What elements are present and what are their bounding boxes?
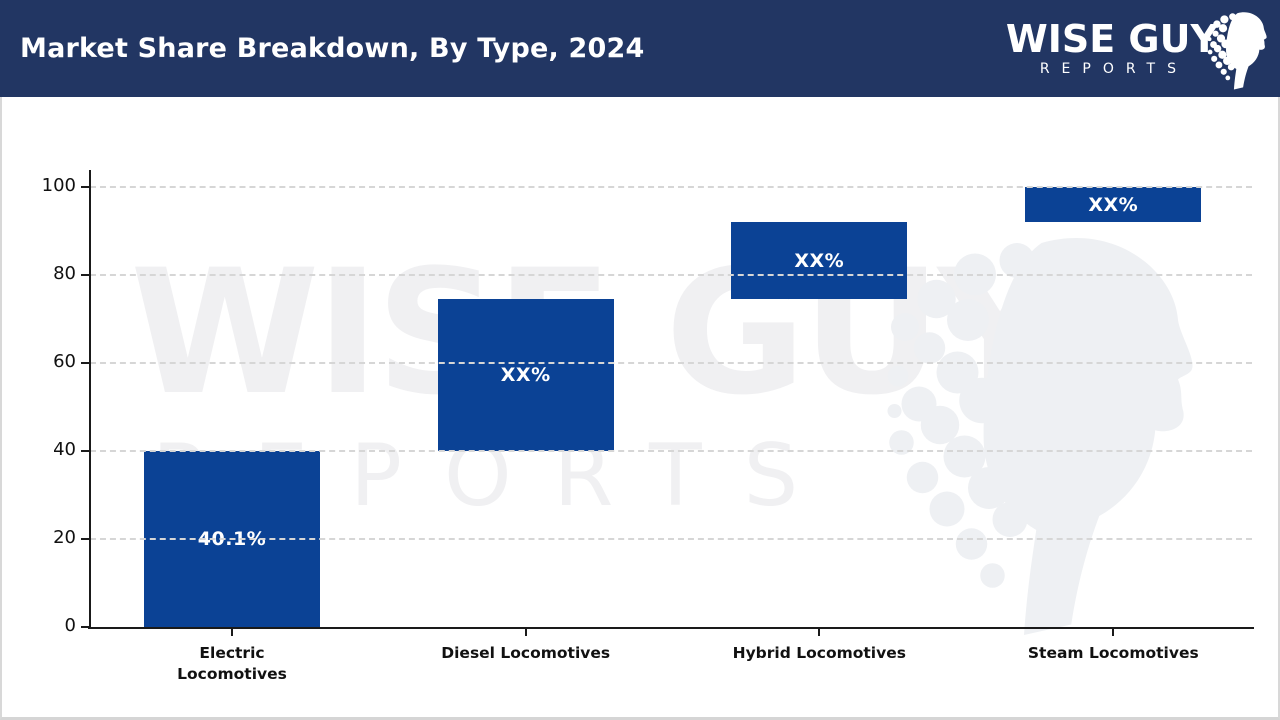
bar-value-label: XX% <box>500 363 551 386</box>
y-tick-label: 40 <box>53 439 76 460</box>
y-tick-label: 60 <box>53 351 76 372</box>
chart-canvas: WISE GUY REPORTS 0 20 40 60 80 100 40.1% Electr… <box>2 97 1278 717</box>
x-tick-mark <box>1112 629 1115 636</box>
x-tick-label: Electric Locomotives <box>177 644 287 683</box>
logo-wordmark: WISE GUY REPORTS <box>1006 20 1218 77</box>
y-tick-mark <box>81 362 89 364</box>
logo-wordmark-main: WISE GUY <box>1005 17 1218 61</box>
gridline <box>90 538 1252 540</box>
bar: XX% <box>1025 187 1202 223</box>
x-tick-mark <box>231 629 233 636</box>
watermark-head-icon <box>887 238 1193 635</box>
bar: XX% <box>437 299 614 451</box>
x-tick-mark <box>818 629 821 636</box>
gridline <box>90 186 1252 188</box>
x-tick-label: Steam Locomotives <box>1027 644 1199 662</box>
y-tick-mark <box>81 538 89 540</box>
gridline <box>90 362 1252 364</box>
x-axis-line <box>88 627 1254 629</box>
gridline <box>90 450 1252 452</box>
y-axis-line <box>89 170 91 629</box>
bar-value-label: XX% <box>794 249 845 272</box>
y-tick-mark <box>81 450 89 452</box>
y-tick-mark <box>81 274 89 276</box>
wise-guy-logo: WISE GUY REPORTS <box>1006 7 1272 91</box>
logo-head-icon <box>1207 11 1267 89</box>
y-tick-mark <box>81 626 89 628</box>
y-tick-label: 100 <box>41 175 76 196</box>
x-tick-label: Diesel Locomotives <box>441 644 611 662</box>
x-tick-mark <box>524 629 527 636</box>
gridline <box>90 274 1252 276</box>
chart-title: Market Share Breakdown, By Type, 2024 <box>20 33 645 64</box>
y-tick-mark <box>81 186 89 188</box>
y-tick-label: 0 <box>64 615 76 636</box>
waterfall-chart: 0 20 40 60 80 100 40.1% Electric Locomotives XX%… <box>2 97 1278 717</box>
bar: XX% <box>731 222 908 300</box>
x-tick-label: Hybrid Locomotives <box>732 644 906 662</box>
logo-wordmark-sub: REPORTS <box>1039 61 1188 77</box>
y-tick-label: 20 <box>53 527 76 548</box>
y-tick-label: 80 <box>53 263 76 284</box>
header-bar: Market Share Breakdown, By Type, 2024 WI… <box>0 0 1280 97</box>
bar-value-label: XX% <box>1088 193 1139 216</box>
